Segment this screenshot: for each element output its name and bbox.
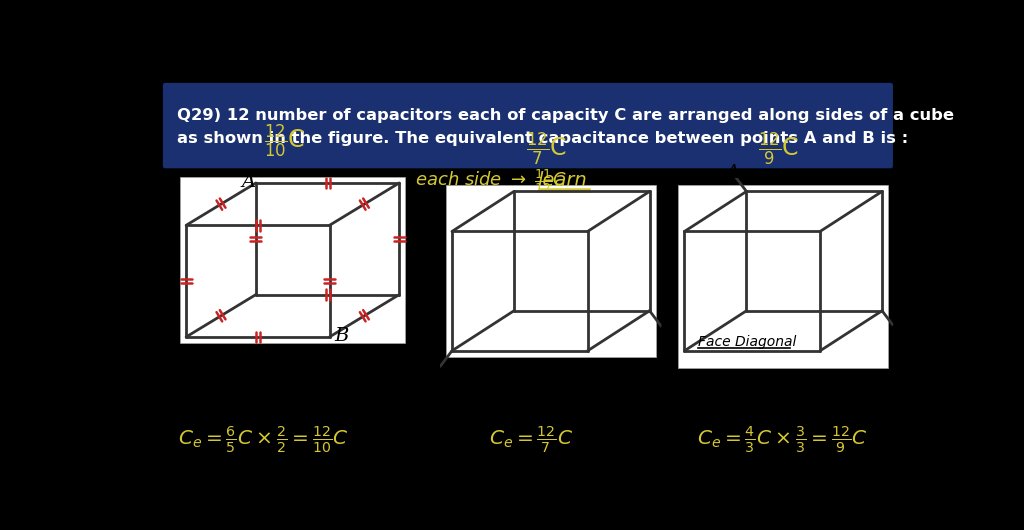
Text: $\frac{12}{9}$C: $\frac{12}{9}$C [759,131,800,169]
Text: $C_e = \frac{4}{3}C \times \frac{3}{3} = \frac{12}{9}C$: $C_e = \frac{4}{3}C \times \frac{3}{3} =… [697,424,868,455]
Text: A: A [725,164,739,182]
Text: B: B [657,322,672,340]
Bar [678,186,888,368]
Bar [445,186,655,357]
Text: $\frac{12}{10}$C: $\frac{12}{10}$C [264,122,305,160]
Text: A: A [429,362,443,380]
Text: $C_e = \frac{6}{5}C \times \frac{2}{2} = \frac{12}{10}C$: $C_e = \frac{6}{5}C \times \frac{2}{2} =… [178,424,349,455]
FancyBboxPatch shape [163,83,893,169]
Text: B: B [889,320,903,338]
Text: learn: learn [538,171,587,190]
Text: A: A [242,173,256,191]
Text: $\frac{12}{7}$C: $\frac{12}{7}$C [526,131,567,169]
Text: $C_e = \frac{12}{7}C$: $C_e = \frac{12}{7}C$ [488,424,573,455]
Text: B: B [334,327,348,345]
Text: Face Diagonal: Face Diagonal [698,334,797,349]
Bar [180,177,406,343]
Text: each side $\rightarrow$ $\frac{11}{12}$C: each side $\rightarrow$ $\frac{11}{12}$C [415,167,567,195]
Text: Q29) 12 number of capacitors each of capacity C are arranged along sides of a cu: Q29) 12 number of capacitors each of cap… [177,108,953,123]
Text: as shown in the figure. The equivalent capacitance between points A and B is :: as shown in the figure. The equivalent c… [177,131,908,146]
